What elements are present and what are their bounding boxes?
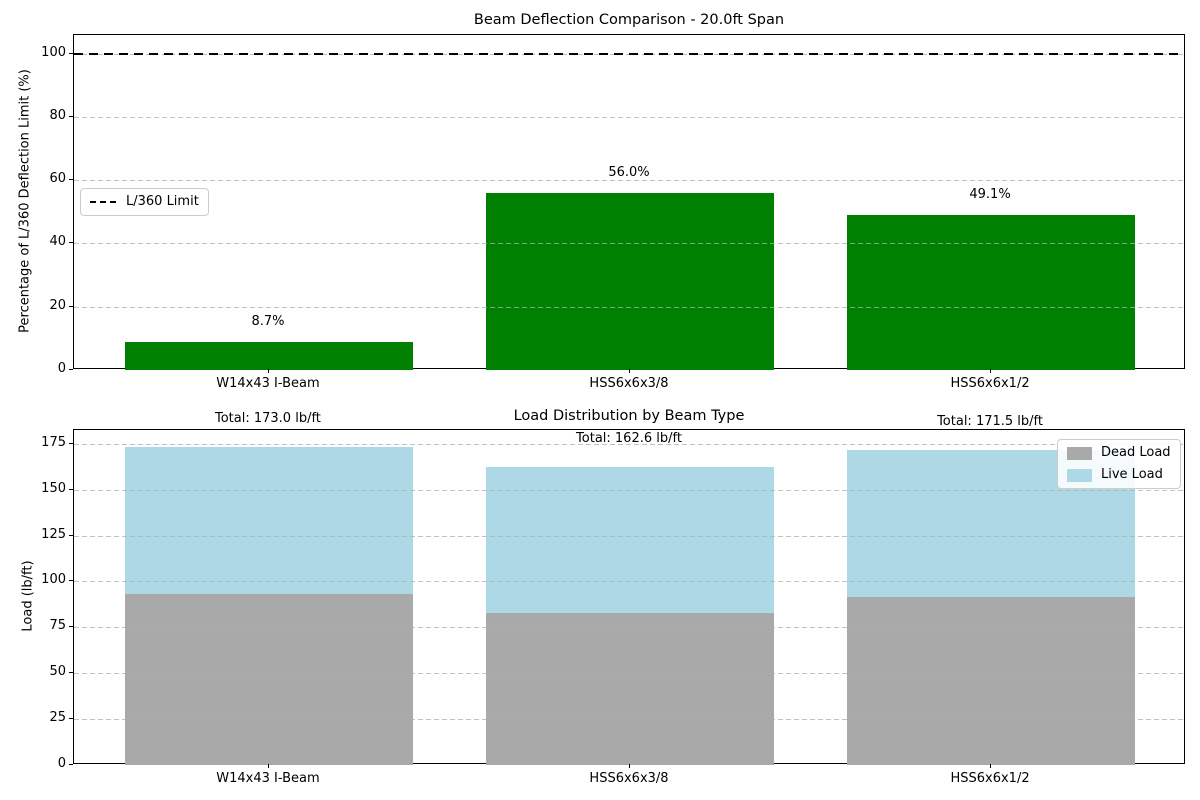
x-tick-label: HSS6x6x1/2	[950, 771, 1030, 786]
legend-label: Live Load	[1101, 467, 1163, 482]
bar-segment-live-load	[485, 466, 775, 614]
deflection-chart-title: Beam Deflection Comparison - 20.0ft Span	[473, 12, 785, 28]
y-tick-label: 40	[49, 234, 66, 250]
total-label: Total: 162.6 lb/ft	[576, 430, 682, 446]
total-label: Total: 173.0 lb/ft	[214, 411, 321, 427]
bar	[485, 192, 775, 370]
x-tick-label: W14x43 I-Beam	[216, 771, 320, 786]
y-tick-label: 75	[49, 618, 66, 634]
legend-entry: Live Load	[1067, 467, 1171, 483]
gridline	[74, 535, 1184, 537]
y-tick-label: 20	[49, 297, 66, 313]
y-tick-mark	[69, 242, 73, 244]
y-tick-mark	[69, 764, 73, 765]
y-tick-label: 0	[57, 756, 66, 771]
x-tick-label: W14x43 I-Beam	[216, 376, 320, 391]
x-tick-mark	[267, 764, 269, 768]
gridline	[74, 116, 1184, 118]
gridline	[74, 719, 1184, 721]
y-tick-label: 150	[41, 480, 66, 496]
legend: Dead Load Live Load	[1057, 439, 1181, 489]
legend-patch-icon	[1067, 468, 1092, 482]
legend-label: L/360 Limit	[126, 194, 199, 209]
gridline	[74, 243, 1184, 245]
total-label: Total: 171.5 lb/ft	[937, 414, 1043, 430]
legend-dashed-line-icon	[90, 201, 117, 203]
y-tick-mark	[69, 672, 73, 674]
bar-segment-dead-load	[846, 597, 1136, 765]
load-chart-axes: Dead Load Live Load	[73, 429, 1185, 765]
x-tick-label: HSS6x6x1/2	[950, 376, 1030, 391]
gridline	[74, 180, 1184, 182]
legend: L/360 Limit	[80, 188, 209, 216]
x-tick-label: HSS6x6x3/8	[589, 771, 669, 786]
deflection-chart-axes: L/360 Limit	[73, 34, 1185, 370]
legend-entry: L/360 Limit	[90, 194, 199, 210]
gridline	[74, 581, 1184, 583]
bar-segment-live-load	[124, 447, 414, 595]
y-tick-mark	[69, 534, 73, 536]
x-tick-mark	[990, 764, 992, 768]
x-tick-mark	[629, 369, 630, 373]
gridline	[74, 489, 1184, 491]
gridline	[74, 443, 1184, 445]
bar-segment-dead-load	[124, 594, 414, 765]
y-tick-label: 0	[57, 361, 66, 376]
x-tick-mark	[267, 369, 269, 373]
y-tick-mark	[69, 580, 73, 582]
y-tick-label: 100	[41, 572, 66, 588]
y-tick-label: 25	[49, 710, 66, 726]
y-tick-label: 125	[41, 526, 66, 542]
x-tick-mark	[990, 369, 992, 373]
y-tick-mark	[69, 305, 73, 307]
y-tick-mark	[69, 626, 73, 628]
reference-line	[74, 52, 1184, 55]
y-tick-mark	[69, 488, 73, 490]
y-tick-mark	[69, 718, 73, 720]
bar-value-label: 49.1%	[969, 186, 1011, 202]
bar	[846, 214, 1136, 370]
legend-patch-icon	[1067, 446, 1092, 460]
y-tick-mark	[69, 442, 73, 444]
y-tick-label: 50	[49, 664, 66, 680]
legend-label: Dead Load	[1101, 445, 1171, 460]
bar	[124, 342, 414, 370]
bar-segment-dead-load	[485, 613, 775, 765]
legend-entry: Dead Load	[1067, 445, 1171, 461]
gridline	[74, 306, 1184, 308]
load-chart-title: Load Distribution by Beam Type	[513, 408, 745, 424]
y-tick-label: 100	[41, 44, 66, 60]
gridline	[74, 627, 1184, 629]
y-tick-label: 60	[49, 171, 66, 187]
y-tick-mark	[69, 52, 73, 54]
x-tick-mark	[629, 764, 630, 768]
y-tick-mark	[69, 179, 73, 181]
y-tick-label: 175	[41, 434, 66, 450]
x-tick-label: HSS6x6x3/8	[589, 376, 669, 391]
y-tick-mark	[69, 369, 73, 370]
gridline	[74, 673, 1184, 675]
y-tick-mark	[69, 115, 73, 117]
bar-value-label: 56.0%	[608, 164, 650, 180]
bar-value-label: 8.7%	[251, 314, 285, 330]
y-tick-label: 80	[49, 107, 66, 123]
